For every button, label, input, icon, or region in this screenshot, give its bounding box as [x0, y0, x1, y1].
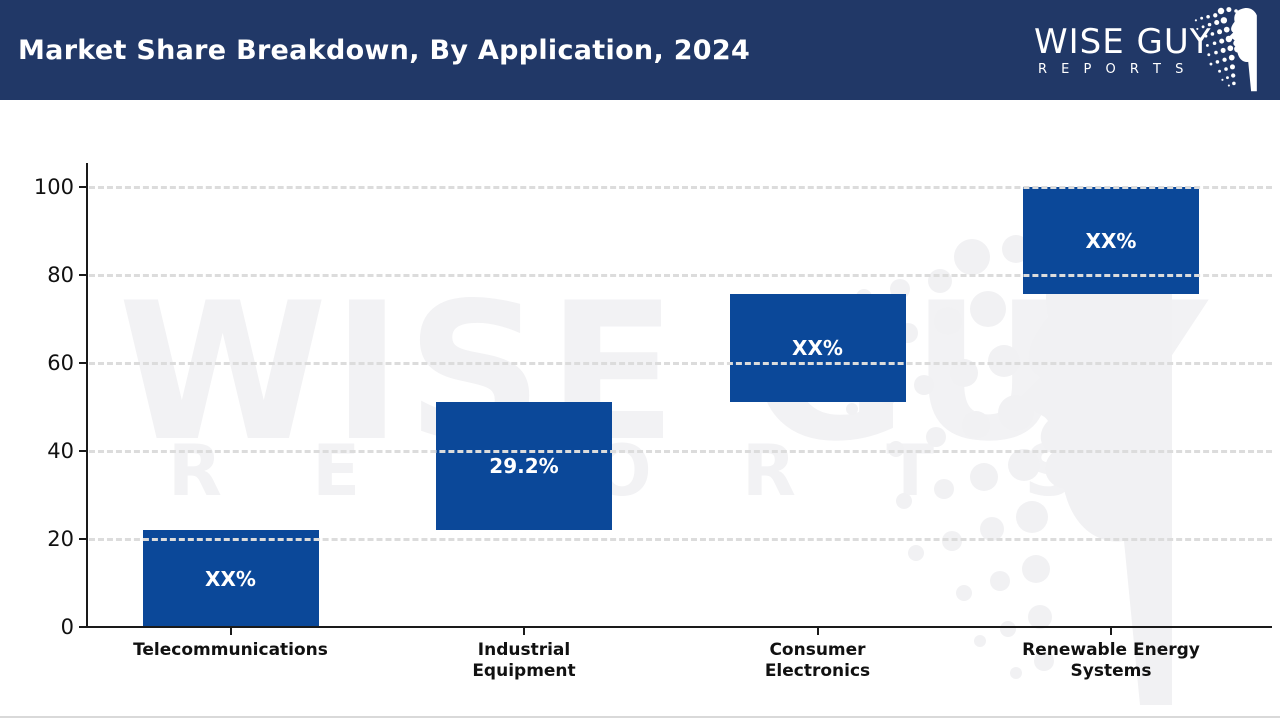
- category-label-1: Industrial Equipment: [374, 640, 674, 682]
- y-axis-line: [86, 163, 88, 628]
- y-tick-100: [79, 186, 87, 188]
- y-tick-label-100: 100: [33, 175, 74, 199]
- x-tick-1: [523, 628, 525, 635]
- gridline-y-60: [89, 362, 1272, 365]
- bar-value-label-2: XX%: [792, 336, 843, 361]
- logo-reports-text: R E P O R T S: [1038, 62, 1189, 77]
- y-tick-label-20: 20: [47, 527, 74, 551]
- category-label-line: Consumer: [769, 640, 866, 660]
- x-tick-3: [1110, 628, 1112, 635]
- y-tick-label-40: 40: [47, 439, 74, 463]
- category-label-line: Electronics: [764, 661, 871, 681]
- x-tick-0: [229, 628, 232, 635]
- bottom-divider: [0, 716, 1280, 718]
- logo-wordmark: WISE GUY: [1034, 22, 1212, 62]
- watermark-reports-text: R E P O R T S: [168, 430, 1108, 512]
- wise-guy-reports-logo: WISE GUY R E P O R T S: [1028, 0, 1268, 100]
- y-tick-40: [79, 450, 87, 452]
- x-axis-line: [85, 626, 1272, 628]
- gridline-y-100: [89, 186, 1272, 189]
- logo-dotted-head-icon: [1194, 7, 1257, 92]
- bar-1: [436, 401, 612, 531]
- bar-value-label-1: 29.2%: [489, 453, 559, 478]
- category-label-line: Renewable Energy: [1022, 640, 1200, 660]
- gridline-y-20: [89, 538, 1272, 541]
- y-tick-20: [79, 538, 87, 540]
- bar-value-label-3: XX%: [1085, 228, 1137, 253]
- bar-0: [142, 530, 319, 627]
- category-label-2: Consumer Electronics: [668, 640, 968, 682]
- category-label-line: Equipment: [472, 661, 576, 681]
- y-tick-label-80: 80: [47, 263, 74, 287]
- y-tick-label-0: 0: [60, 615, 74, 639]
- y-tick-60: [79, 362, 87, 364]
- y-tick-label-60: 60: [47, 351, 74, 375]
- page-title: Market Share Breakdown, By Application, …: [18, 34, 751, 66]
- header: Market Share Breakdown, By Application, …: [0, 0, 1280, 100]
- category-label-0: Telecommunications: [81, 640, 381, 661]
- y-tick-80: [79, 274, 87, 276]
- bar-2: [729, 294, 906, 402]
- category-label-line: Systems: [1070, 661, 1152, 681]
- category-label-line: Telecommunications: [133, 640, 328, 660]
- bar-value-label-0: XX%: [205, 566, 256, 591]
- x-tick-2: [816, 628, 819, 635]
- watermark-wordmark: WISE GUY: [118, 262, 1211, 483]
- category-label-3: Renewable Energy Systems: [961, 640, 1261, 682]
- y-tick-0: [79, 626, 87, 628]
- gridline-y-40: [89, 450, 1272, 453]
- category-label-line: Industrial: [477, 640, 571, 660]
- gridline-y-80: [89, 274, 1272, 277]
